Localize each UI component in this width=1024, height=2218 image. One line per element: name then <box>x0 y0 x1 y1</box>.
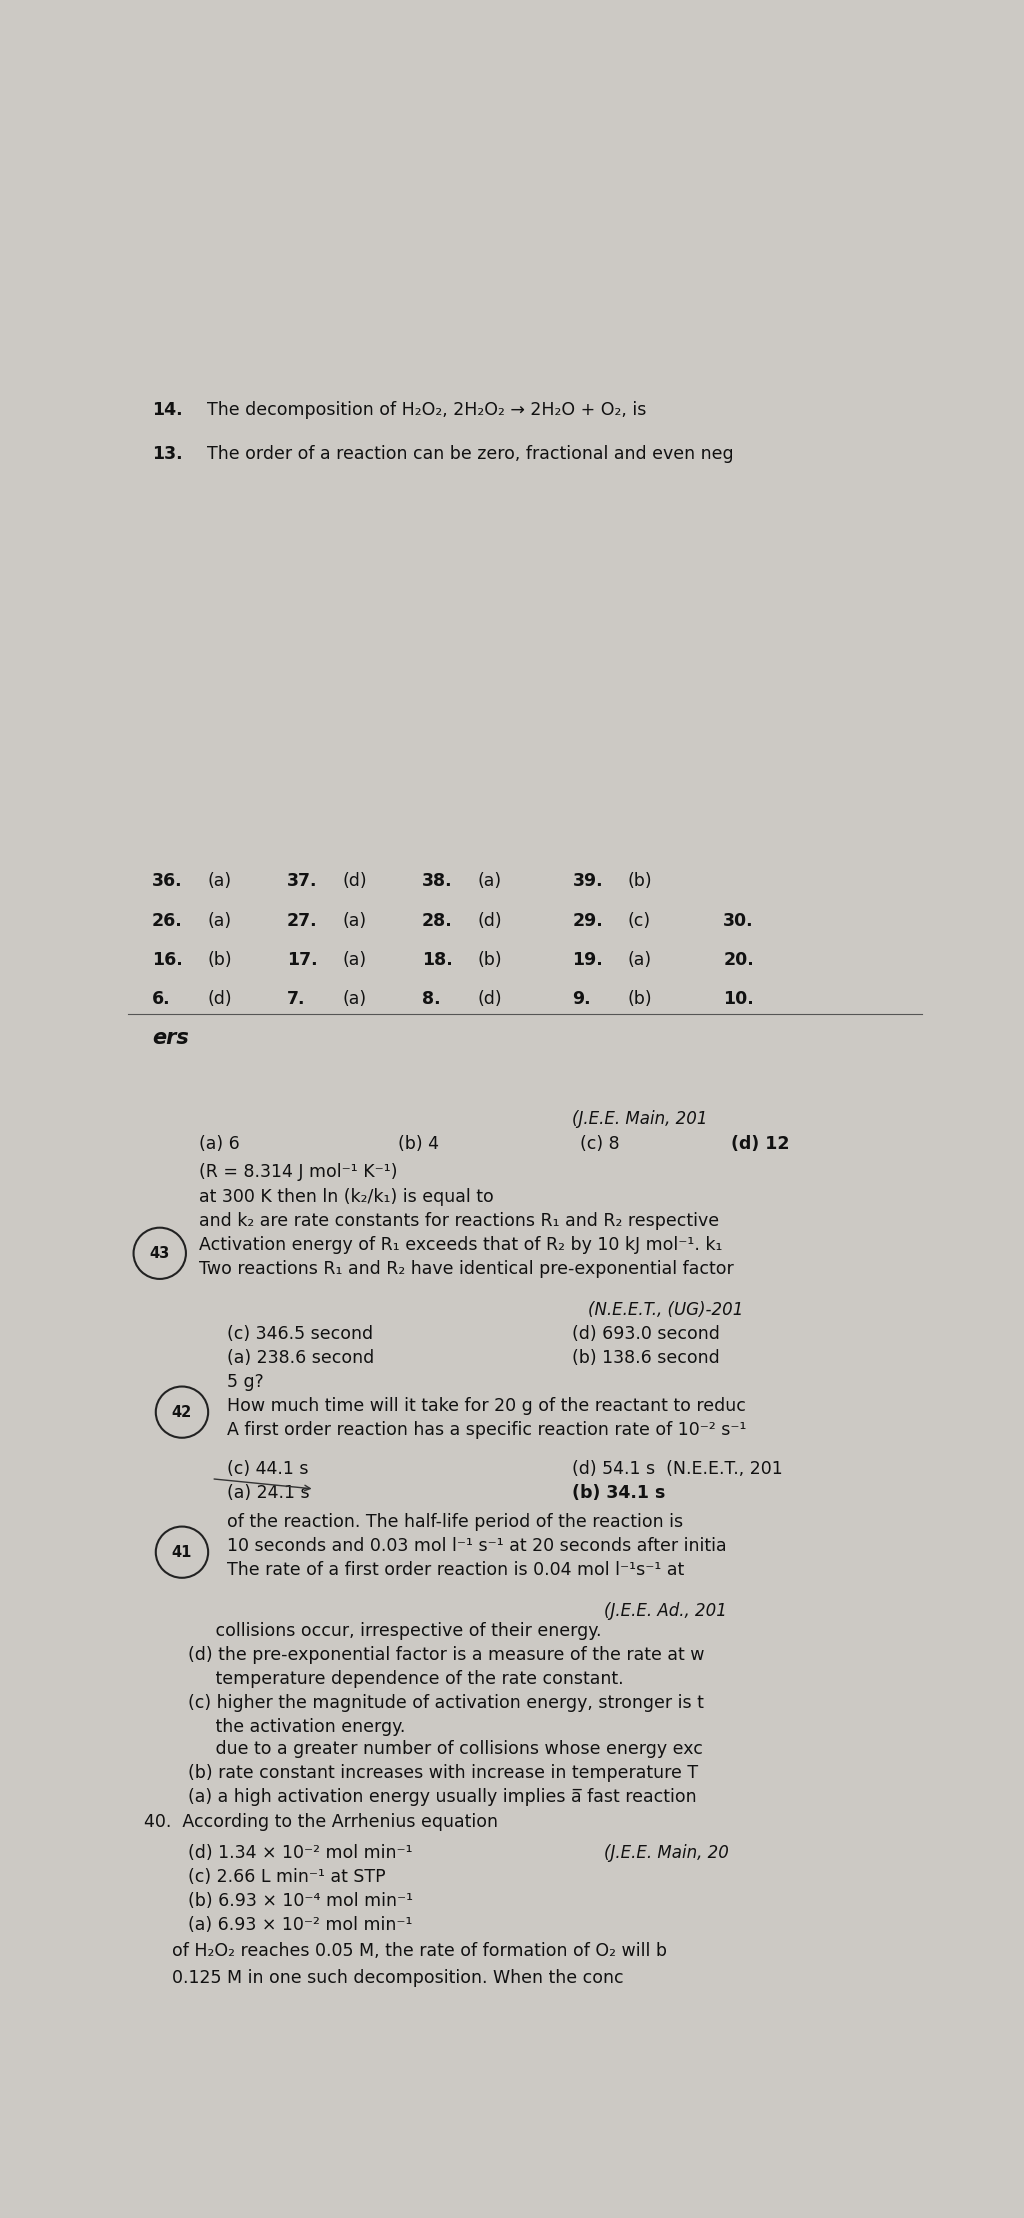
Text: Two reactions R₁ and R₂ have identical pre-exponential factor: Two reactions R₁ and R₂ have identical p… <box>200 1260 734 1278</box>
Text: The rate of a first order reaction is 0.04 mol l⁻¹s⁻¹ at: The rate of a first order reaction is 0.… <box>227 1561 684 1579</box>
Text: 10.: 10. <box>723 989 754 1009</box>
Text: (c) higher the magnitude of activation energy, stronger is t: (c) higher the magnitude of activation e… <box>187 1695 703 1712</box>
Text: 26.: 26. <box>152 912 182 929</box>
Text: 36.: 36. <box>152 872 182 889</box>
Text: 27.: 27. <box>287 912 317 929</box>
Text: (d): (d) <box>477 989 502 1009</box>
Text: the activation energy.: the activation energy. <box>187 1719 404 1737</box>
Text: (a): (a) <box>342 989 367 1009</box>
Text: (R = 8.314 J mol⁻¹ K⁻¹): (R = 8.314 J mol⁻¹ K⁻¹) <box>200 1162 398 1180</box>
Text: (b) 4: (b) 4 <box>397 1136 439 1153</box>
Text: collisions occur, irrespective of their energy.: collisions occur, irrespective of their … <box>187 1621 601 1639</box>
Text: 6.: 6. <box>152 989 170 1009</box>
Text: (b) rate constant increases with increase in temperature T: (b) rate constant increases with increas… <box>187 1763 697 1781</box>
Text: (c) 44.1 s: (c) 44.1 s <box>227 1459 308 1477</box>
Text: (J.E.E. Main, 20: (J.E.E. Main, 20 <box>604 1843 729 1863</box>
Text: ers: ers <box>152 1027 188 1047</box>
Text: (a): (a) <box>207 912 231 929</box>
Text: (d): (d) <box>477 912 502 929</box>
Text: (a): (a) <box>342 912 367 929</box>
Text: (b): (b) <box>628 989 652 1009</box>
Text: (b): (b) <box>628 872 652 889</box>
Text: (J.E.E. Main, 201: (J.E.E. Main, 201 <box>572 1109 708 1127</box>
Text: (a) 6: (a) 6 <box>200 1136 241 1153</box>
Text: of the reaction. The half-life period of the reaction is: of the reaction. The half-life period of… <box>227 1513 683 1530</box>
Text: (b): (b) <box>477 952 502 969</box>
Text: (J.E.E. Ad., 201: (J.E.E. Ad., 201 <box>604 1601 727 1619</box>
Text: 20.: 20. <box>723 952 754 969</box>
Text: (d) 693.0 second: (d) 693.0 second <box>572 1324 720 1344</box>
Text: 18.: 18. <box>422 952 453 969</box>
Text: 38.: 38. <box>422 872 453 889</box>
Text: 30.: 30. <box>723 912 754 929</box>
Text: 29.: 29. <box>572 912 603 929</box>
Text: (b) 6.93 × 10⁻⁴ mol min⁻¹: (b) 6.93 × 10⁻⁴ mol min⁻¹ <box>187 1892 413 1910</box>
Text: 13.: 13. <box>152 446 182 464</box>
Text: (c) 8: (c) 8 <box>581 1136 620 1153</box>
Text: (a): (a) <box>477 872 502 889</box>
Text: (a) 6.93 × 10⁻² mol min⁻¹: (a) 6.93 × 10⁻² mol min⁻¹ <box>187 1916 412 1934</box>
Text: of H₂O₂ reaches 0.05 M, the rate of formation of O₂ will b: of H₂O₂ reaches 0.05 M, the rate of form… <box>172 1941 667 1958</box>
Text: 42: 42 <box>172 1404 193 1420</box>
Text: due to a greater number of collisions whose energy exc: due to a greater number of collisions wh… <box>187 1741 702 1759</box>
Text: 5 g?: 5 g? <box>227 1373 264 1391</box>
Text: (c): (c) <box>628 912 651 929</box>
Text: Activation energy of R₁ exceeds that of R₂ by 10 kJ mol⁻¹. k₁: Activation energy of R₁ exceeds that of … <box>200 1235 723 1253</box>
Text: 28.: 28. <box>422 912 453 929</box>
Text: 40.  According to the Arrhenius equation: 40. According to the Arrhenius equation <box>143 1814 498 1832</box>
Text: 37.: 37. <box>287 872 317 889</box>
Text: 0.125 M in one such decomposition. When the conc: 0.125 M in one such decomposition. When … <box>172 1970 624 1987</box>
Text: How much time will it take for 20 g of the reactant to reduc: How much time will it take for 20 g of t… <box>227 1397 746 1415</box>
Text: 16.: 16. <box>152 952 182 969</box>
Text: 41: 41 <box>172 1544 193 1559</box>
Text: 7.: 7. <box>287 989 305 1009</box>
Text: 43: 43 <box>150 1247 170 1260</box>
Text: The order of a reaction can be zero, fractional and even neg: The order of a reaction can be zero, fra… <box>207 446 734 464</box>
Text: (d) 1.34 × 10⁻² mol min⁻¹: (d) 1.34 × 10⁻² mol min⁻¹ <box>187 1843 412 1863</box>
Text: 9.: 9. <box>572 989 591 1009</box>
Text: (c) 2.66 L min⁻¹ at STP: (c) 2.66 L min⁻¹ at STP <box>187 1868 385 1885</box>
Text: 39.: 39. <box>572 872 603 889</box>
Text: temperature dependence of the rate constant.: temperature dependence of the rate const… <box>187 1670 624 1688</box>
Text: 10 seconds and 0.03 mol l⁻¹ s⁻¹ at 20 seconds after initia: 10 seconds and 0.03 mol l⁻¹ s⁻¹ at 20 se… <box>227 1537 727 1555</box>
Text: (b): (b) <box>207 952 232 969</box>
Text: (d) 12: (d) 12 <box>731 1136 790 1153</box>
Text: 14.: 14. <box>152 401 182 419</box>
Text: (b) 34.1 s: (b) 34.1 s <box>572 1484 666 1502</box>
Text: (a): (a) <box>207 872 231 889</box>
Text: The decomposition of H₂O₂, 2H₂O₂ → 2H₂O + O₂, is: The decomposition of H₂O₂, 2H₂O₂ → 2H₂O … <box>207 401 647 419</box>
Text: (d) the pre-exponential factor is a measure of the rate at w: (d) the pre-exponential factor is a meas… <box>187 1646 705 1664</box>
Text: 8.: 8. <box>422 989 440 1009</box>
Text: (d) 54.1 s  (N.E.E.T., 201: (d) 54.1 s (N.E.E.T., 201 <box>572 1459 783 1477</box>
Text: (a) 238.6 second: (a) 238.6 second <box>227 1349 375 1366</box>
Text: (N.E.E.T., (UG)-201: (N.E.E.T., (UG)-201 <box>588 1302 743 1320</box>
Text: and k₂ are rate constants for reactions R₁ and R₂ respective: and k₂ are rate constants for reactions … <box>200 1213 720 1231</box>
Text: 17.: 17. <box>287 952 317 969</box>
Text: (a): (a) <box>628 952 652 969</box>
Text: (d): (d) <box>342 872 367 889</box>
Text: (a): (a) <box>342 952 367 969</box>
Text: (c) 346.5 second: (c) 346.5 second <box>227 1324 374 1344</box>
Text: 19.: 19. <box>572 952 603 969</box>
Text: A first order reaction has a specific reaction rate of 10⁻² s⁻¹: A first order reaction has a specific re… <box>227 1422 746 1439</box>
Text: at 300 K then ln (k₂/k₁) is equal to: at 300 K then ln (k₂/k₁) is equal to <box>200 1189 495 1207</box>
Text: (a) a high activation energy usually implies a̅ fast reaction: (a) a high activation energy usually imp… <box>187 1788 696 1805</box>
Text: (d): (d) <box>207 989 232 1009</box>
Text: (b) 138.6 second: (b) 138.6 second <box>572 1349 720 1366</box>
Text: (a) 24.1 s: (a) 24.1 s <box>227 1484 310 1502</box>
